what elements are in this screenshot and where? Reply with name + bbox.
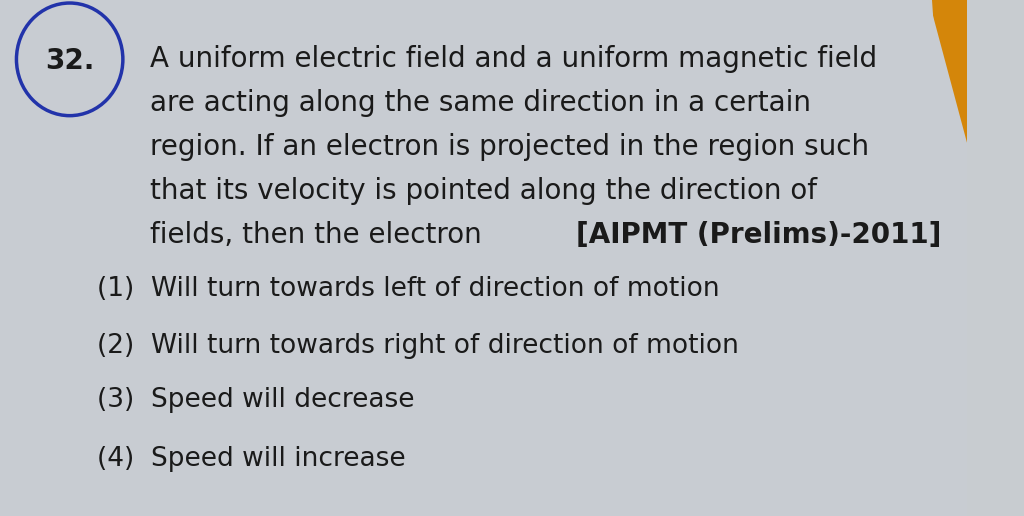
Text: region. If an electron is projected in the region such: region. If an electron is projected in t… [150,133,869,161]
Text: [AIPMT (Prelims)-2011]: [AIPMT (Prelims)-2011] [577,221,941,249]
Text: (3)  Speed will decrease: (3) Speed will decrease [96,387,415,413]
Text: fields, then the electron: fields, then the electron [150,221,500,249]
Text: (4)  Speed will increase: (4) Speed will increase [96,446,406,472]
Polygon shape [932,0,968,516]
Polygon shape [0,0,968,516]
Text: A uniform electric field and a uniform magnetic field: A uniform electric field and a uniform m… [150,45,878,73]
Text: are acting along the same direction in a certain: are acting along the same direction in a… [150,89,811,117]
Text: (2)  Will turn towards right of direction of motion: (2) Will turn towards right of direction… [96,333,738,359]
Text: (1)  Will turn towards left of direction of motion: (1) Will turn towards left of direction … [96,276,720,302]
Text: 32.: 32. [45,47,94,75]
Text: that its velocity is pointed along the direction of: that its velocity is pointed along the d… [150,177,817,205]
